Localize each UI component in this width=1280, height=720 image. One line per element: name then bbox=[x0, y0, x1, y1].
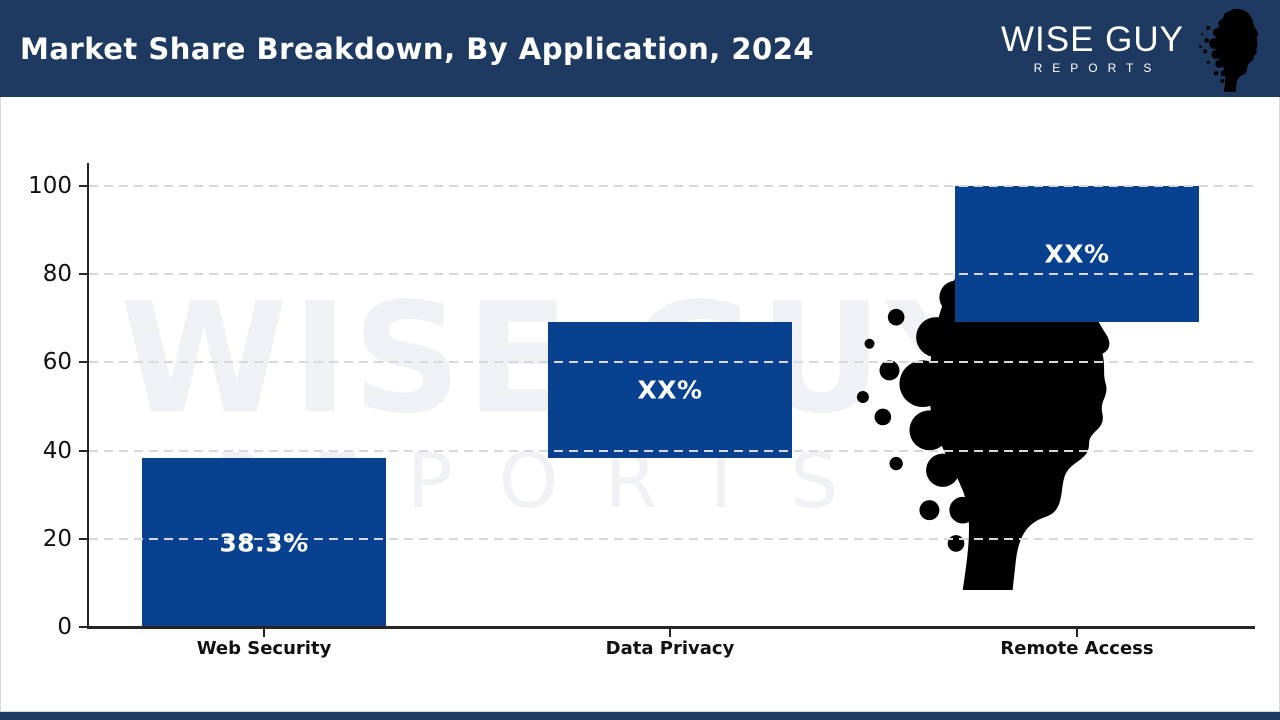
footer-bar bbox=[0, 712, 1280, 720]
x-axis-label-web-security: Web Security bbox=[196, 638, 332, 659]
logo-face-icon bbox=[1199, 8, 1259, 92]
y-tick-label-40: 40 bbox=[42, 437, 72, 464]
gridline-40 bbox=[89, 449, 1255, 452]
x-axis-line bbox=[87, 626, 1255, 629]
x-tick-data-privacy bbox=[669, 629, 671, 637]
logo-text: WISE GUY REPORTS bbox=[1000, 20, 1184, 76]
y-tick-100 bbox=[79, 185, 87, 187]
wise-guy-reports-logo: WISE GUY REPORTS bbox=[1001, 6, 1266, 92]
page-border-left bbox=[0, 97, 1, 712]
y-tick-40 bbox=[79, 449, 87, 452]
logo-name: WISE GUY bbox=[1000, 20, 1184, 59]
bar-value-label-remote-access: XX% bbox=[1044, 239, 1110, 269]
footer-hairline bbox=[0, 711, 1280, 712]
y-tick-label-20: 20 bbox=[42, 525, 72, 552]
y-tick-label-0: 0 bbox=[57, 614, 72, 640]
y-tick-label-80: 80 bbox=[42, 261, 72, 288]
bar-value-label-data-privacy: XX% bbox=[637, 375, 703, 405]
bar-value-label-web-security: 38.3% bbox=[219, 528, 309, 558]
bar-web-security bbox=[142, 458, 386, 627]
gridline-60 bbox=[89, 361, 1255, 364]
y-tick-0 bbox=[79, 626, 87, 628]
y-tick-label-60: 60 bbox=[42, 349, 72, 376]
page-title: Market Share Breakdown, By Application, … bbox=[20, 31, 815, 66]
bar-remote-access bbox=[955, 186, 1199, 322]
header-bar: Market Share Breakdown, By Application, … bbox=[0, 0, 1280, 97]
y-axis-line bbox=[87, 163, 89, 629]
y-tick-label-100: 100 bbox=[28, 173, 72, 199]
gridline-20 bbox=[89, 537, 1255, 540]
y-tick-20 bbox=[79, 537, 87, 540]
x-axis-label-data-privacy: Data Privacy bbox=[605, 638, 735, 659]
x-axis-label-remote-access: Remote Access bbox=[1000, 638, 1154, 659]
gridline-80 bbox=[89, 273, 1255, 276]
gridline-100 bbox=[89, 185, 1255, 187]
y-tick-80 bbox=[79, 273, 87, 276]
y-tick-60 bbox=[79, 361, 87, 364]
logo-subtitle: REPORTS bbox=[1033, 61, 1162, 75]
x-tick-web-security bbox=[263, 629, 265, 637]
bar-data-privacy bbox=[548, 321, 792, 459]
x-tick-remote-access bbox=[1076, 629, 1078, 637]
